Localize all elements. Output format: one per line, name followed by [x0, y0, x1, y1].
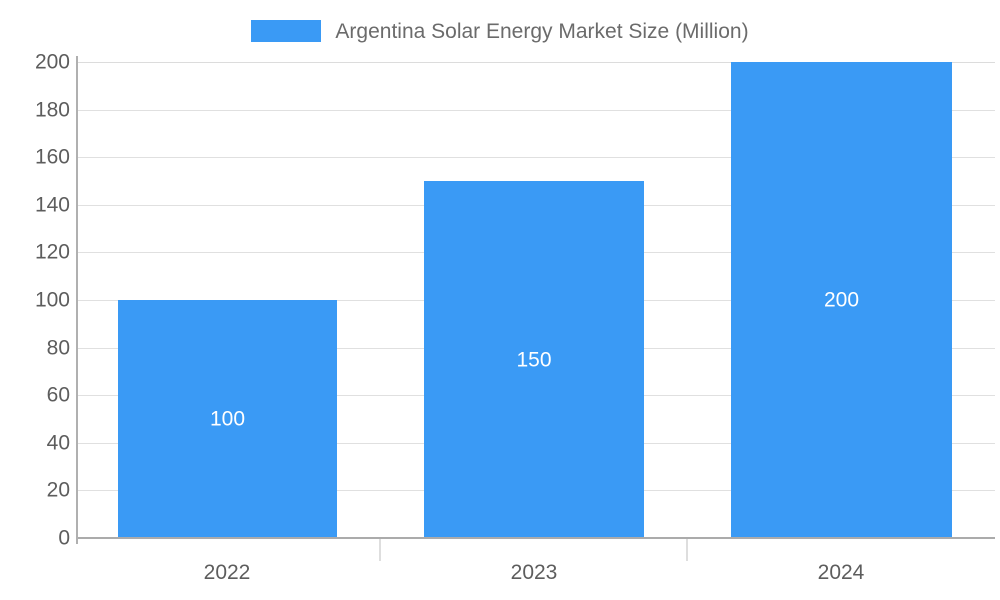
bar-value-label-2024: 200	[823, 288, 860, 312]
y-tick-label: 100	[34, 288, 70, 312]
x-tick-label-2022: 2022	[203, 561, 251, 584]
y-tick-label: 140	[34, 193, 70, 217]
bar-value-label-2023: 150	[516, 348, 552, 371]
legend-item-series-0[interactable]: Argentina Solar Energy Market Size (Mill…	[251, 19, 749, 43]
x-axis-category-tick	[686, 539, 688, 561]
y-tick-label: 120	[34, 240, 70, 264]
x-axis-category-tick	[379, 539, 381, 561]
x-axis-line	[78, 537, 995, 539]
y-tick-label: 0	[58, 526, 70, 550]
y-axis-line	[76, 56, 78, 544]
y-tick-label: 20	[46, 478, 70, 502]
y-tick-label: 180	[34, 98, 70, 122]
gridline	[78, 109, 995, 111]
bar-2024[interactable]	[731, 62, 952, 538]
gridline	[78, 157, 995, 159]
bar-2023[interactable]	[424, 181, 644, 538]
x-tick-label-2024: 2024	[817, 561, 865, 584]
y-tick-label: 80	[46, 336, 70, 360]
legend-item-label: Argentina Solar Energy Market Size (Mill…	[335, 19, 749, 43]
y-tick-label: 200	[34, 50, 70, 74]
y-tick-label: 40	[46, 431, 70, 455]
y-axis-tick-labels: 200 180 160 140 120 100 80 60 40 20 0	[0, 0, 70, 600]
gridline	[78, 62, 995, 63]
legend-color-swatch-icon	[251, 20, 322, 42]
plot-area: 100 150 200	[78, 62, 995, 538]
bar-value-label-2022: 100	[209, 407, 246, 431]
y-tick-label: 60	[46, 383, 70, 407]
bar-2022[interactable]	[118, 300, 337, 538]
y-tick-label: 160	[34, 145, 70, 169]
chart-legend: Argentina Solar Energy Market Size (Mill…	[0, 14, 1000, 48]
x-tick-label-2023: 2023	[510, 561, 558, 584]
